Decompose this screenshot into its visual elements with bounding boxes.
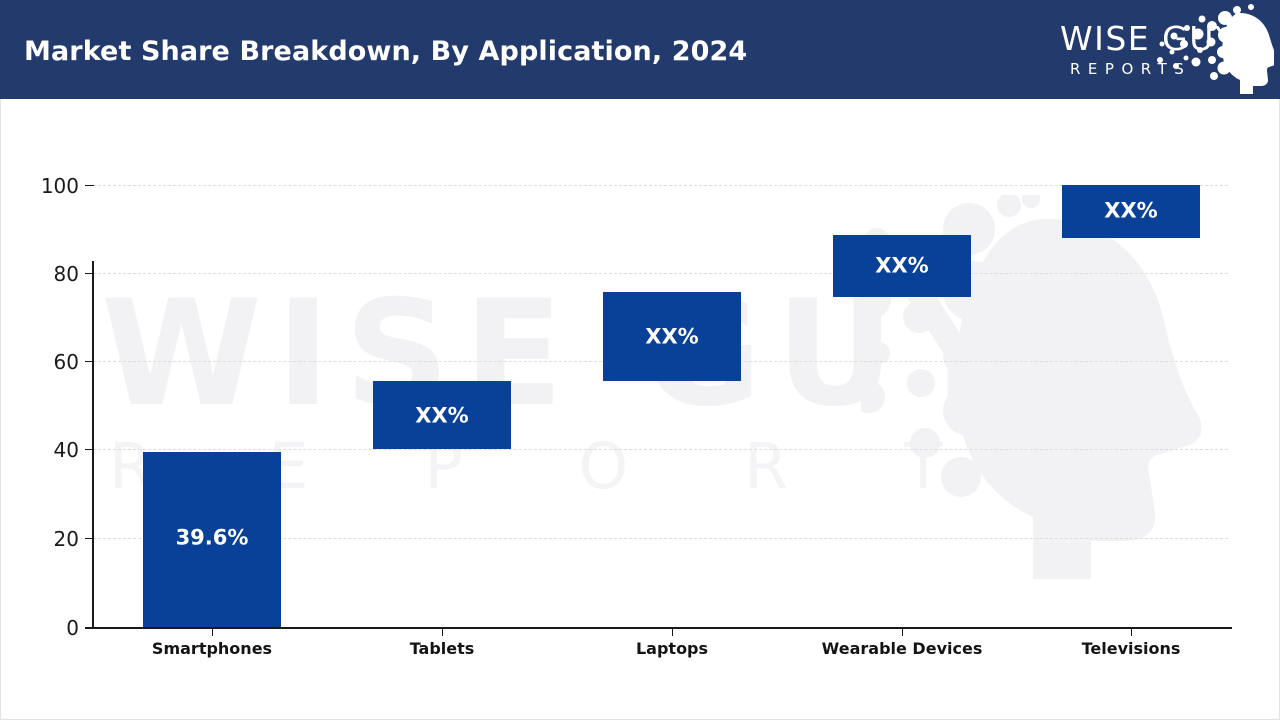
x-tick-label-tablets: Tablets bbox=[409, 639, 475, 658]
wise-guy-reports-logo: WISE GUY REPORTS bbox=[1026, 4, 1274, 94]
gridline-40 bbox=[93, 449, 1228, 450]
y-tick-label-20: 20 bbox=[53, 527, 79, 551]
y-tick-label-60: 60 bbox=[53, 350, 79, 374]
x-tick-label-wearable-devices: Wearable Devices bbox=[821, 639, 983, 658]
y-tick-mark-40 bbox=[85, 449, 94, 450]
bar-televisions[interactable] bbox=[1062, 185, 1200, 238]
bar-smartphones[interactable] bbox=[143, 452, 281, 627]
x-tick-mark-smartphones bbox=[212, 627, 213, 636]
y-tick-label-40: 40 bbox=[53, 438, 79, 462]
plot-area: 100 80 60 40 20 0 39.6% XX% XX% XX% XX% bbox=[1, 99, 1279, 719]
y-axis-line bbox=[92, 261, 94, 628]
y-tick-label-100: 100 bbox=[40, 174, 79, 198]
bar-label-wearable-devices: XX% bbox=[875, 253, 929, 278]
svg-text:WISE GUY: WISE GUY bbox=[1060, 19, 1237, 58]
x-tick-label-smartphones: Smartphones bbox=[151, 639, 273, 658]
y-tick-mark-100 bbox=[85, 185, 94, 186]
bar-label-laptops: XX% bbox=[645, 324, 699, 349]
y-tick-mark-20 bbox=[85, 538, 94, 539]
x-tick-mark-televisions bbox=[1131, 627, 1132, 636]
bar-laptops[interactable] bbox=[603, 292, 741, 381]
gridline-20 bbox=[93, 538, 1228, 539]
svg-text:REPORTS: REPORTS bbox=[1070, 60, 1191, 78]
x-tick-mark-tablets bbox=[442, 627, 443, 636]
x-axis-line bbox=[85, 627, 1232, 629]
page-header: Market Share Breakdown, By Application, … bbox=[0, 0, 1280, 99]
bar-wearable-devices[interactable] bbox=[833, 235, 971, 297]
chart-area: WISE GUY R E P O R T S bbox=[0, 99, 1280, 720]
x-tick-mark-wearable-devices bbox=[902, 627, 903, 636]
bar-tablets[interactable] bbox=[373, 381, 511, 449]
x-tick-label-televisions: Televisions bbox=[1081, 639, 1181, 658]
x-tick-mark-laptops bbox=[672, 627, 673, 636]
y-tick-mark-80 bbox=[85, 273, 94, 274]
x-tick-label-laptops: Laptops bbox=[635, 639, 709, 658]
bar-label-tablets: XX% bbox=[415, 403, 469, 428]
gridline-100 bbox=[93, 185, 1228, 186]
y-tick-label-0: 0 bbox=[66, 616, 79, 640]
gridline-80 bbox=[93, 273, 1228, 274]
bar-label-televisions: XX% bbox=[1104, 198, 1158, 223]
y-tick-label-80: 80 bbox=[53, 262, 79, 286]
bar-label-smartphones: 39.6% bbox=[175, 525, 249, 550]
y-tick-mark-60 bbox=[85, 361, 94, 362]
page-title: Market Share Breakdown, By Application, … bbox=[24, 36, 748, 67]
